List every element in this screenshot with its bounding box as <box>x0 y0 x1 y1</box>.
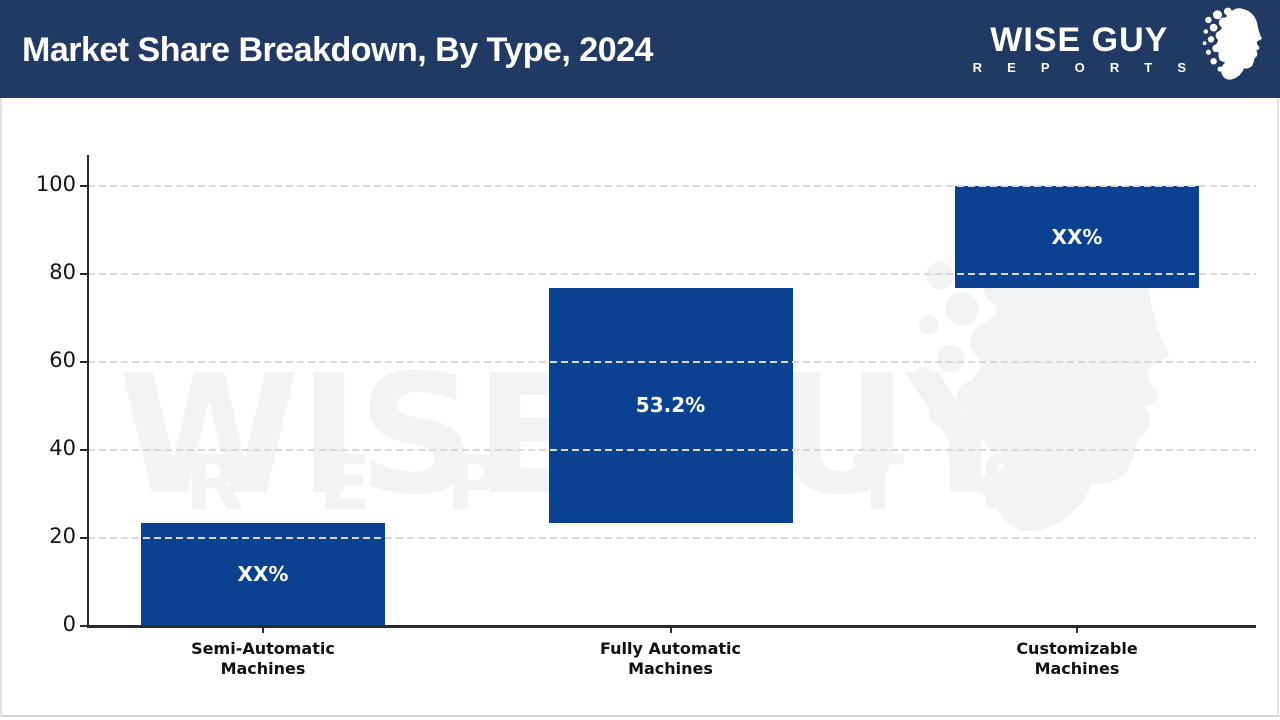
watermark-face-icon <box>914 222 1170 532</box>
logo-text: WISE GUY R E P O R T S <box>961 22 1198 76</box>
x-tick-0 <box>262 627 264 633</box>
page-title: Market Share Breakdown, By Type, 2024 <box>22 30 653 69</box>
y-tick-label-40: 40 <box>49 436 76 460</box>
y-tick-label-60: 60 <box>49 348 76 372</box>
category-label-0: Semi-Automatic Machines <box>191 639 335 678</box>
bar-1: 53.2% <box>548 288 793 523</box>
bar-value-label-2: XX% <box>1051 225 1103 250</box>
bar-2: XX% <box>955 186 1199 289</box>
category-label-1: Fully Automatic Machines <box>600 639 741 678</box>
x-tick-1 <box>669 627 672 633</box>
y-tick-0 <box>80 625 88 627</box>
gridline-80 <box>88 273 1256 275</box>
y-tick-40 <box>80 449 88 451</box>
y-axis-spine <box>87 155 89 628</box>
wise-guy-logo: WISE GUY R E P O R T S <box>961 7 1266 91</box>
logo-wordmark: WISE GUY <box>990 21 1169 59</box>
y-tick-label-100: 100 <box>35 172 76 196</box>
header-bar: Market Share Breakdown, By Type, 2024 WI… <box>0 0 1280 98</box>
gridline-60 <box>88 361 1256 363</box>
y-tick-100 <box>80 185 88 187</box>
gridline-20 <box>88 537 1256 539</box>
y-tick-20 <box>80 537 88 539</box>
y-tick-60 <box>80 361 88 363</box>
gridline-100 <box>88 185 1256 187</box>
gridline-40 <box>88 449 1256 451</box>
y-tick-label-0: 0 <box>62 612 76 636</box>
bar-0: XX% <box>141 522 385 626</box>
logo-subtitle: R E P O R T S <box>972 60 1198 75</box>
x-tick-2 <box>1076 627 1078 633</box>
y-tick-label-20: 20 <box>49 524 76 548</box>
face-logo-icon <box>1202 7 1263 80</box>
bar-value-label-0: XX% <box>237 562 289 587</box>
y-tick-80 <box>80 273 88 275</box>
category-label-2: Customizable Machines <box>1016 639 1138 678</box>
bar-value-label-1: 53.2% <box>635 393 706 418</box>
x-axis-line <box>87 625 1256 628</box>
left-border <box>0 98 2 717</box>
y-tick-label-80: 80 <box>49 260 76 284</box>
right-border <box>1277 98 1279 717</box>
bottom-border <box>0 715 1280 717</box>
